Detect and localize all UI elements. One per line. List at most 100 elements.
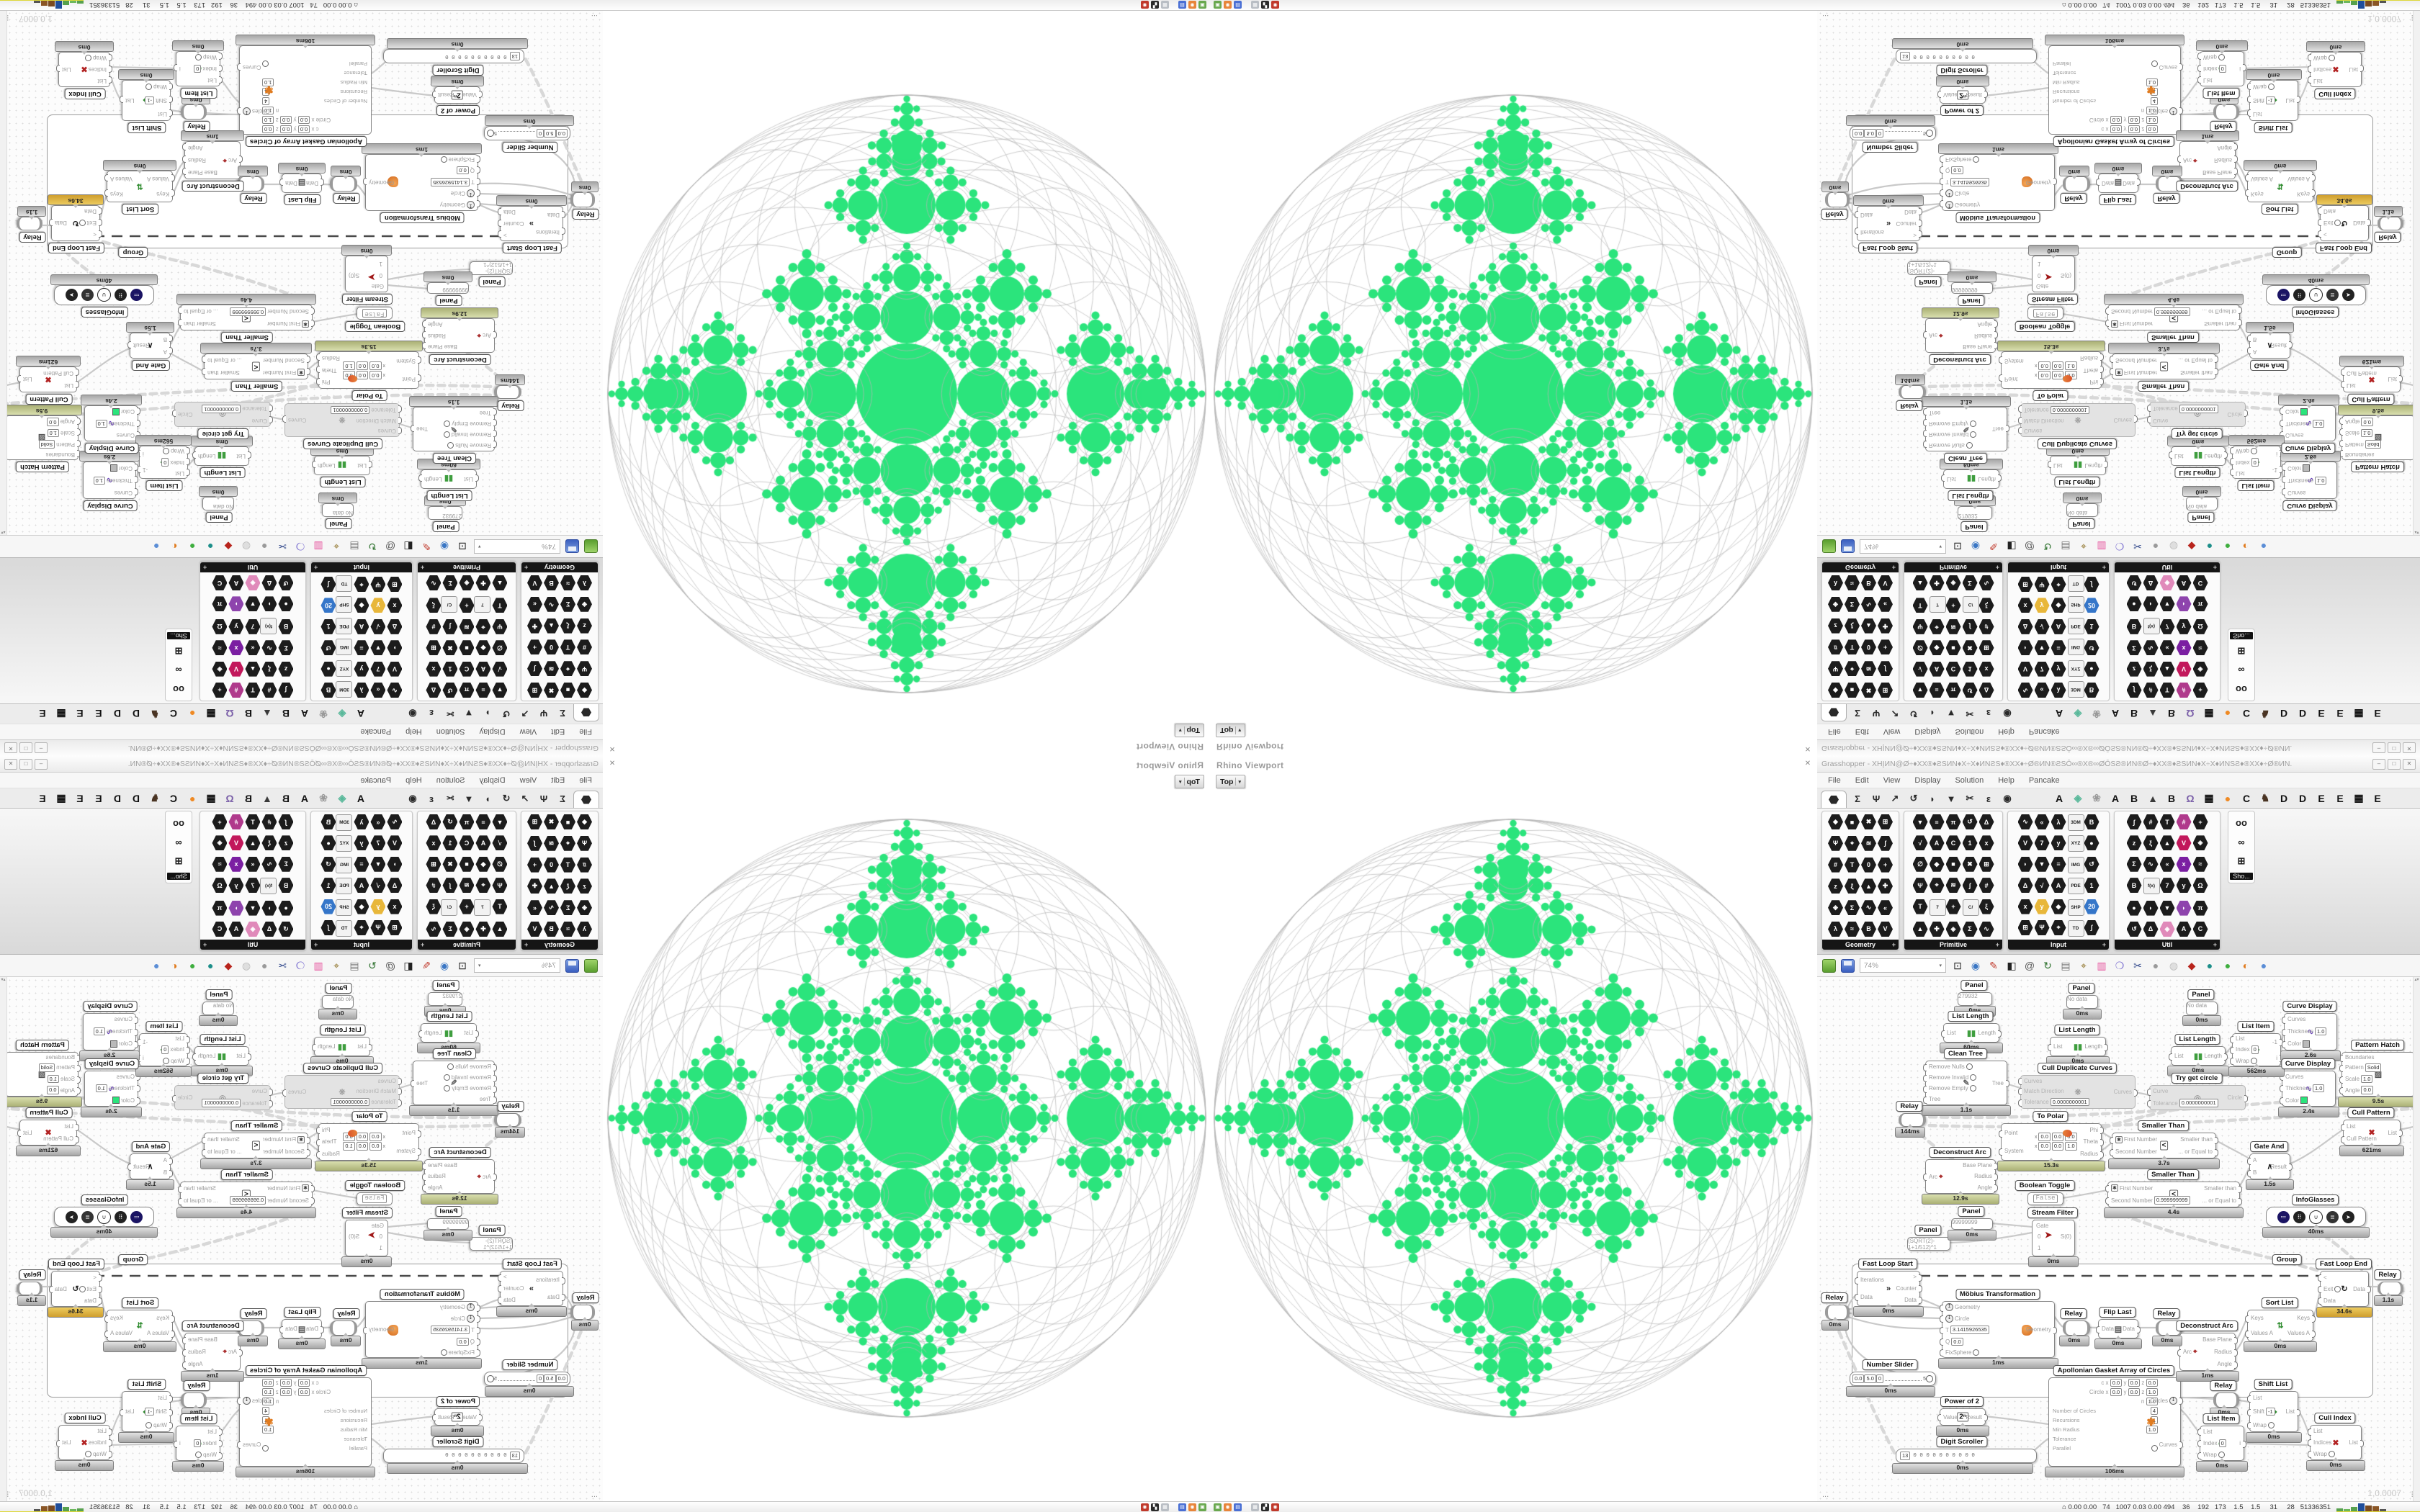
- sho-icon[interactable]: ∞: [2238, 665, 2245, 676]
- gh-node-curve-display[interactable]: Curves Thickness 1.0 Color ∿: [83, 462, 136, 499]
- component-icon[interactable]: ξ: [426, 899, 442, 914]
- component-icon[interactable]: A: [354, 619, 369, 634]
- sho-icon[interactable]: ∞: [2238, 836, 2245, 847]
- component-icon[interactable]: ⊞: [527, 814, 542, 829]
- menu-item-view[interactable]: View: [519, 775, 537, 785]
- component-icon[interactable]: ◈: [212, 835, 228, 850]
- menu-item-help[interactable]: Help: [1998, 775, 2015, 785]
- component-icon[interactable]: T: [1845, 639, 1860, 654]
- component-icon[interactable]: ◆: [354, 899, 369, 914]
- component-icon[interactable]: 0: [544, 639, 559, 654]
- component-icon[interactable]: IMG: [336, 856, 353, 873]
- component-icon[interactable]: ∫: [2126, 814, 2142, 829]
- component-icon[interactable]: Σ: [2127, 640, 2142, 655]
- component-icon[interactable]: ∫: [443, 619, 458, 634]
- component-icon[interactable]: 7: [1929, 899, 1946, 916]
- tab-letter[interactable]: D: [2280, 793, 2288, 804]
- tab-letter[interactable]: ▦: [206, 792, 216, 804]
- tab-letter[interactable]: ▲: [262, 793, 272, 804]
- component-icon[interactable]: ✖: [544, 683, 559, 698]
- menu-item-edit[interactable]: Edit: [551, 775, 565, 785]
- component-icon[interactable]: ✚: [527, 618, 542, 634]
- component-icon[interactable]: C: [2193, 575, 2208, 590]
- gha-recycle-icon[interactable]: ↻: [368, 959, 377, 971]
- gh-node-pattern-hatch[interactable]: Boundaries Pattern Solid Scale 1.0 Angle 0.…: [2339, 1052, 2415, 1097]
- gh-node-list-length[interactable]: List Length ▮▮: [1943, 469, 1999, 489]
- component-icon[interactable]: Ω: [212, 619, 228, 634]
- component-icon[interactable]: x: [387, 899, 403, 914]
- component-icon[interactable]: x: [229, 640, 244, 655]
- fractal-apollonian-gasket[interactable]: [603, 11, 1210, 756]
- component-icon[interactable]: ∿: [1979, 575, 1994, 590]
- component-icon[interactable]: ξ: [262, 662, 277, 677]
- component-icon[interactable]: ∅: [1913, 640, 1928, 655]
- tab-letter[interactable]: E: [95, 793, 102, 804]
- tab-icon[interactable]: ◉: [2003, 793, 2012, 804]
- component-icon[interactable]: ∿: [262, 857, 277, 872]
- gh-node-sort-list[interactable]: Keys Values A Keys Values A ⇅: [2245, 1310, 2316, 1341]
- galapagos-dna-icon[interactable]: ✂: [278, 959, 287, 971]
- gh-node-clean-tree[interactable]: Remove Nulls Remove Invalid Remove Empty…: [413, 407, 495, 451]
- menu-item-file[interactable]: File: [1828, 727, 1841, 737]
- tab-letter[interactable]: ❀: [319, 792, 328, 804]
- doc-window-icon[interactable]: ▤: [349, 541, 359, 553]
- gh-node-cull-pattern[interactable]: List Cull Pattern List ✖: [2343, 366, 2401, 392]
- component-icon[interactable]: 0: [544, 858, 559, 873]
- gh-node-cull-pattern[interactable]: List Cull Pattern List ✖: [19, 1120, 77, 1146]
- component-icon[interactable]: ◈: [460, 922, 475, 937]
- component-icon[interactable]: ≋: [544, 661, 559, 676]
- component-icon[interactable]: 1: [2084, 619, 2099, 634]
- component-icon[interactable]: T: [1913, 598, 1928, 613]
- tab-letter[interactable]: E: [39, 793, 46, 804]
- component-icon[interactable]: Σ: [560, 597, 575, 612]
- component-icon[interactable]: ≡: [476, 683, 491, 698]
- tab-icon[interactable]: Σ: [1855, 793, 1860, 804]
- gh-node-apollonian-gasket-array-of-circles[interactable]: c x 0.0 y 0.0 z 0.0 Circle x 0.0 y 0.0 z …: [239, 1377, 372, 1467]
- half-orange-icon[interactable]: ◐: [2242, 960, 2249, 971]
- gh-node-gate-and[interactable]: A B Result ∧: [130, 1153, 171, 1179]
- ball-blue-icon[interactable]: ●: [2260, 960, 2267, 971]
- doc-window-icon[interactable]: ▤: [349, 959, 359, 971]
- tab-letter[interactable]: ▲: [262, 708, 272, 719]
- component-icon[interactable]: T: [246, 683, 261, 698]
- component-icon[interactable]: ✚: [476, 922, 491, 937]
- component-icon[interactable]: ≋: [1946, 619, 1961, 634]
- component-icon[interactable]: #: [426, 619, 442, 634]
- save-file-icon[interactable]: [1841, 539, 1855, 554]
- tab-letter[interactable]: D: [132, 708, 140, 719]
- component-icon[interactable]: 7: [2159, 878, 2175, 894]
- sho-icon[interactable]: ⊞: [174, 855, 183, 866]
- component-icon[interactable]: ◈: [246, 922, 261, 937]
- half-orange-icon[interactable]: ◐: [171, 541, 178, 552]
- menu-item-pancake[interactable]: Pancake: [360, 727, 392, 737]
- minimize-button[interactable]: –: [2372, 742, 2385, 754]
- component-icon[interactable]: IMG: [336, 639, 353, 656]
- app-green-icon[interactable]: ▣: [1198, 1503, 1206, 1511]
- infoglasses-icon[interactable]: ∪: [97, 288, 111, 302]
- component-icon[interactable]: ∿: [1978, 921, 1994, 937]
- component-icon[interactable]: ◗: [2017, 856, 2033, 872]
- find-dollar-icon[interactable]: ⌖: [2081, 959, 2087, 971]
- component-icon[interactable]: ◈: [2193, 662, 2208, 677]
- tab-letter[interactable]: C: [169, 793, 178, 804]
- gh-node-deconstruct-arc[interactable]: Arc ⌖ Base Plane Radius Angle: [184, 141, 241, 179]
- component-icon[interactable]: ≈: [2193, 640, 2208, 655]
- component-icon[interactable]: V: [2176, 835, 2192, 851]
- slider-handle[interactable]: [487, 1375, 494, 1382]
- component-icon[interactable]: C: [1946, 662, 1961, 677]
- component-icon[interactable]: ∫: [279, 683, 294, 698]
- find-dollar-icon[interactable]: ⌖: [333, 959, 339, 971]
- palette-expand-icon[interactable]: +: [314, 941, 318, 948]
- infoglasses-icon[interactable]: ➤: [2342, 1210, 2354, 1223]
- gh-node-deconstruct-arc[interactable]: Arc ⌖ Base Plane Radius Angle: [1923, 1159, 1998, 1194]
- gh-node-digit-scroller[interactable]: 13 0 0 0 0 0 0 0 0 0 0: [383, 49, 524, 63]
- component-icon[interactable]: 1: [1962, 835, 1978, 851]
- zoom-level-select[interactable]: 74% ▾: [474, 539, 560, 554]
- gh-node-stream-filter[interactable]: Gate 0 ➤ S(0) 1: [345, 1220, 388, 1256]
- component-icon[interactable]: √: [371, 619, 386, 634]
- component-icon[interactable]: ξ: [2143, 835, 2159, 851]
- component-icon[interactable]: λ: [577, 922, 592, 937]
- tab-params-selected[interactable]: [1821, 791, 1847, 808]
